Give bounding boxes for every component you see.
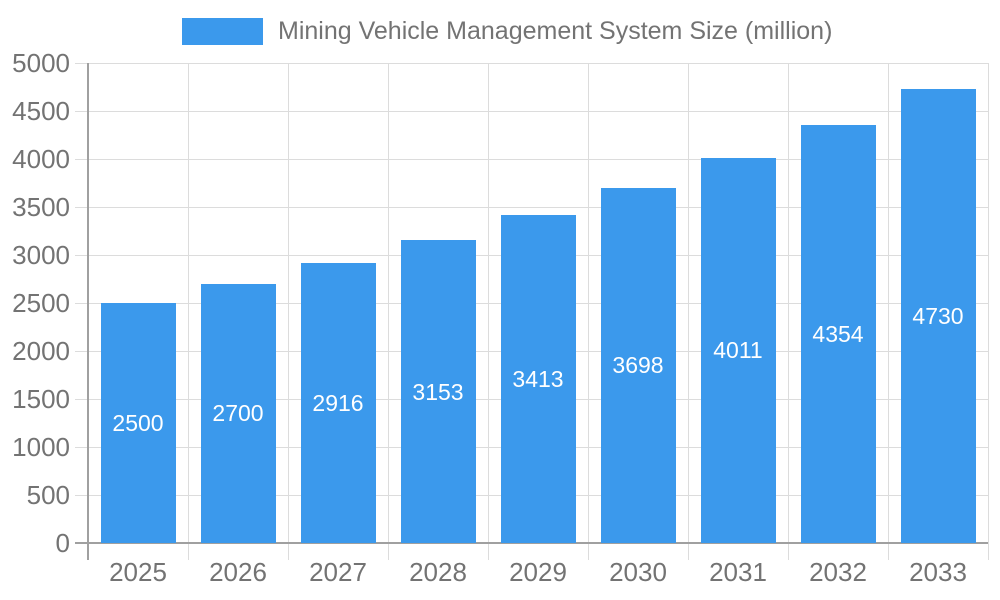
y-axis-label: 3000 — [12, 240, 70, 270]
x-gridline — [887, 63, 889, 543]
y-gridline — [88, 110, 988, 112]
x-gridline — [987, 63, 989, 543]
bar-value-label: 3413 — [512, 366, 564, 393]
x-gridline — [287, 63, 289, 543]
bar — [700, 157, 776, 543]
bar — [800, 125, 876, 543]
x-gridline — [187, 63, 189, 543]
y-axis-label: 2000 — [12, 336, 70, 366]
y-tick-mark — [75, 158, 88, 160]
x-tick-mark — [287, 543, 289, 560]
x-axis-label: 2026 — [209, 557, 267, 587]
y-tick-mark — [75, 494, 88, 496]
bar — [500, 215, 576, 543]
x-gridline — [387, 63, 389, 543]
y-axis-label: 0 — [55, 528, 70, 558]
x-axis-label: 2029 — [509, 557, 567, 587]
x-tick-mark — [587, 543, 589, 560]
bar — [400, 240, 476, 543]
y-axis-label: 500 — [26, 480, 70, 510]
x-tick-mark — [687, 543, 689, 560]
x-gridline — [487, 63, 489, 543]
x-tick-mark — [487, 543, 489, 560]
bar — [600, 187, 676, 543]
bar-value-label: 3153 — [412, 378, 464, 405]
y-axis-label: 3500 — [12, 192, 70, 222]
x-axis-label: 2031 — [709, 557, 767, 587]
bar-value-label: 4011 — [713, 337, 763, 364]
x-axis-label: 2033 — [909, 557, 967, 587]
y-tick-mark — [75, 350, 88, 352]
y-axis-label: 1500 — [12, 384, 70, 414]
x-tick-mark — [787, 543, 789, 560]
y-axis-label: 4000 — [12, 144, 70, 174]
y-axis-line — [87, 63, 89, 560]
x-tick-mark — [987, 543, 989, 560]
legend-swatch — [182, 17, 263, 45]
bar-value-label: 4354 — [812, 321, 864, 347]
bar — [100, 303, 176, 543]
bar — [300, 263, 376, 543]
legend-label: Mining Vehicle Management System Size (m… — [278, 16, 833, 45]
x-gridline — [587, 63, 589, 543]
plot-area: 2500 2700 2916 3153 3413 3698 4011 4354 4730 — [75, 62, 989, 560]
bar-value-label: 4730 — [912, 302, 964, 329]
y-tick-mark — [75, 398, 88, 400]
x-axis-label: 2030 — [609, 557, 667, 587]
bar-value-label: 2700 — [212, 400, 264, 427]
x-axis-label: 2032 — [809, 557, 867, 587]
x-tick-mark — [887, 543, 889, 560]
y-gridline — [88, 158, 988, 160]
y-tick-mark — [75, 254, 88, 256]
x-tick-mark — [387, 543, 389, 560]
x-axis-label: 2027 — [309, 557, 367, 587]
x-gridline — [687, 63, 689, 543]
y-axis-label: 5000 — [12, 48, 70, 78]
bar-value-label: 2916 — [312, 390, 364, 417]
x-gridline — [787, 63, 789, 543]
y-axis-label: 4500 — [12, 96, 70, 126]
y-axis-label: 1000 — [12, 432, 70, 462]
y-tick-mark — [75, 446, 88, 448]
y-gridline — [88, 206, 988, 208]
y-tick-mark — [75, 110, 88, 112]
x-axis-label: 2025 — [109, 557, 167, 587]
bar — [200, 283, 276, 543]
y-tick-mark — [75, 206, 88, 208]
bar-value-label: 3698 — [612, 352, 664, 379]
y-tick-mark — [75, 62, 88, 64]
x-axis-line — [75, 542, 988, 544]
x-tick-mark — [187, 543, 189, 560]
legend-item[interactable]: Mining Vehicle Management System Size (m… — [182, 17, 832, 45]
bar — [900, 88, 976, 543]
y-tick-mark — [75, 302, 88, 304]
y-axis-label: 2500 — [12, 288, 70, 318]
y-gridline — [88, 62, 988, 64]
bar-value-label: 2500 — [112, 410, 164, 436]
x-axis-label: 2028 — [409, 557, 467, 587]
